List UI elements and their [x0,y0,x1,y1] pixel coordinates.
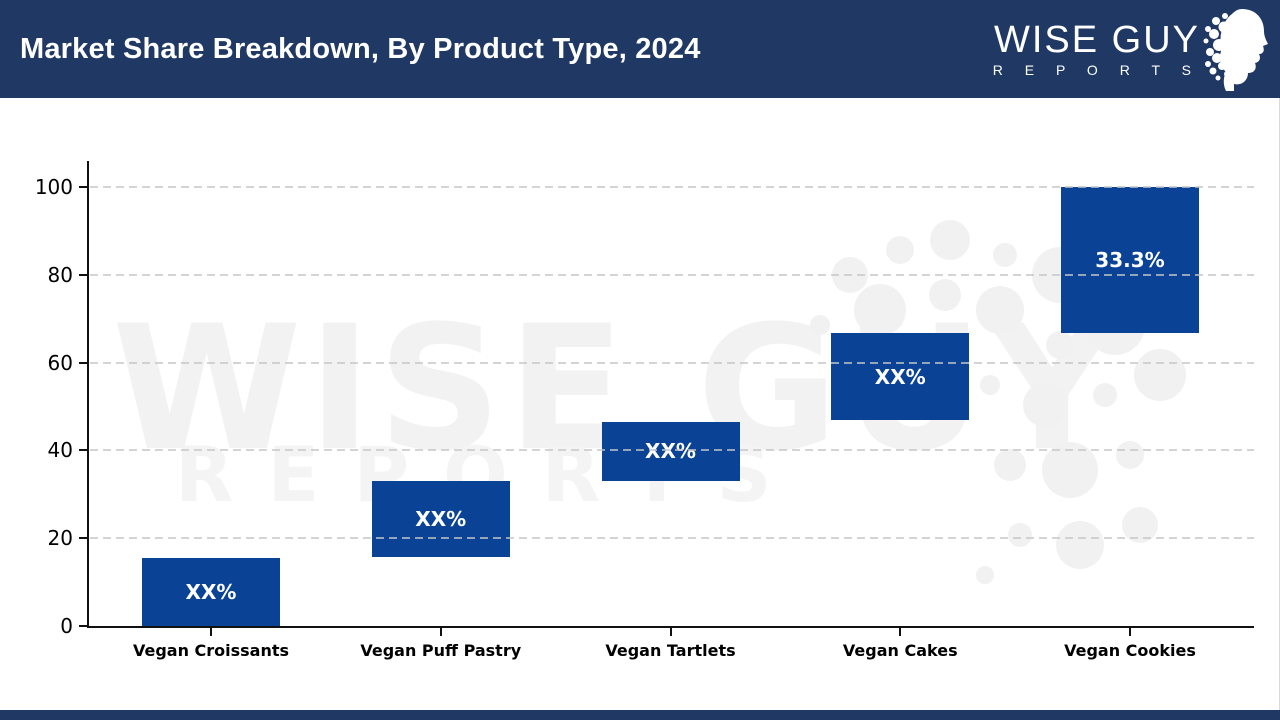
gridline-y-80 [90,273,1254,276]
logo-wordmark: WISE GUY [993,19,1200,61]
x-axis-category-label: Vegan Cakes [842,641,958,660]
x-axis-category-label: Vegan Croissants [132,641,290,660]
gridline-y-60 [90,361,1254,364]
x-axis-tick [669,628,672,636]
y-axis-tick [79,186,87,188]
bar-value-label: XX% [185,579,237,604]
gridline-y-20 [90,537,1254,540]
gridline-y-40 [90,449,1254,452]
x-axis-category-label: Vegan Tartlets [605,641,736,660]
x-axis-tick [439,628,442,636]
bar-vegan-cookies: 33.3% [1061,187,1199,334]
x-axis-tick [210,628,212,636]
logo-subtitle: R E P O R T S [992,62,1200,78]
page-title: Market Share Breakdown, By Product Type,… [20,32,701,65]
bar-value-label: XX% [874,364,926,389]
gridline-y-100 [90,186,1254,188]
y-axis-tick-label: 80 [47,262,73,287]
logo-face-icon [1203,9,1268,91]
bar-value-label: XX% [645,439,696,464]
bar-vegan-puff-pastry: XX% [371,481,510,558]
x-axis-category-label: Vegan Puff Pastry [360,641,522,660]
y-axis-tick-label: 20 [47,526,73,551]
bar-vegan-croissants: XX% [142,557,280,626]
y-axis-tick-label: 40 [47,438,73,463]
y-axis-tick [79,537,87,540]
header-bar: Market Share Breakdown, By Product Type,… [0,0,1280,98]
y-axis-tick-label: 60 [47,350,73,375]
y-axis-tick [79,625,87,627]
y-axis-tick-label: 0 [60,614,73,638]
y-axis-tick [79,449,87,452]
x-axis-tick [1129,628,1131,636]
bar-vegan-tartlets: XX% [601,421,740,482]
bar-value-label: XX% [415,507,467,532]
bar-value-label: 33.3% [1095,248,1165,273]
x-axis-tick [899,628,902,636]
y-axis-tick [79,273,87,276]
y-axis-tick-label: 100 [34,175,73,199]
wise-guy-logo: WISE GUY R E P O R T S [993,6,1268,92]
x-axis-line [87,626,1254,628]
bar-vegan-cakes: XX% [831,333,970,421]
x-axis-category-label: Vegan Cookies [1064,641,1196,660]
y-axis-line [87,161,89,628]
footer-bar [0,710,1280,720]
y-axis-tick [79,361,87,364]
logo-text: WISE GUY R E P O R T S [993,20,1200,78]
